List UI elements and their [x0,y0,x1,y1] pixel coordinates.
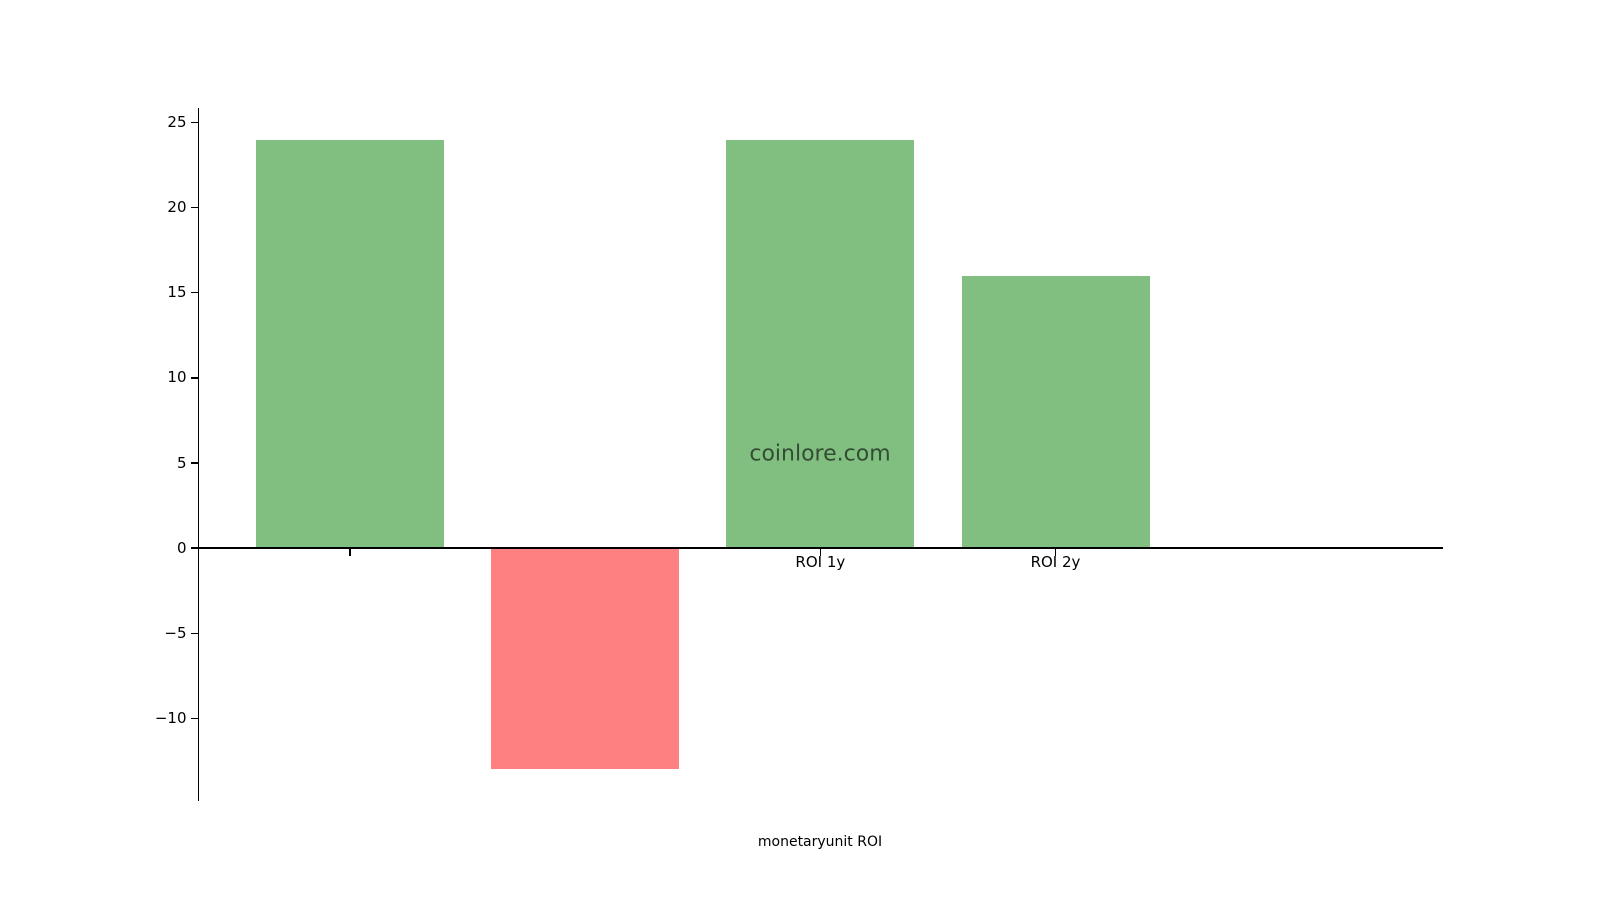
bar-negative [491,548,680,770]
x-tick [1054,548,1057,557]
y-tick [190,121,198,124]
y-tick [190,462,198,464]
x-axis-spine [199,547,1443,549]
watermark: coinlore.com [749,441,891,467]
bar-positive [726,139,915,549]
y-tick-label: 20 [167,198,187,217]
y-tick [190,206,198,209]
y-tick-label: 0 [176,538,187,557]
y-tick-label: 15 [167,283,187,302]
y-tick-label: 5 [176,453,187,472]
y-tick-label: −5 [164,623,187,642]
y-tick-label: −10 [154,708,187,727]
y-tick [190,717,198,720]
y-tick [190,291,198,294]
x-tick [349,548,351,557]
y-tick-label: 25 [167,112,187,131]
x-tick-label: ROI 2y [1030,552,1081,571]
y-tick [190,377,198,379]
y-tick [190,632,198,635]
x-tick-label: ROI 1y [795,552,846,571]
x-axis-label: monetaryunit ROI [757,834,883,850]
bar-positive [256,139,444,549]
bar-positive [961,275,1150,549]
x-tick [819,548,822,557]
y-axis-spine [197,108,199,801]
y-tick [190,547,198,549]
y-tick-label: 10 [167,368,187,387]
